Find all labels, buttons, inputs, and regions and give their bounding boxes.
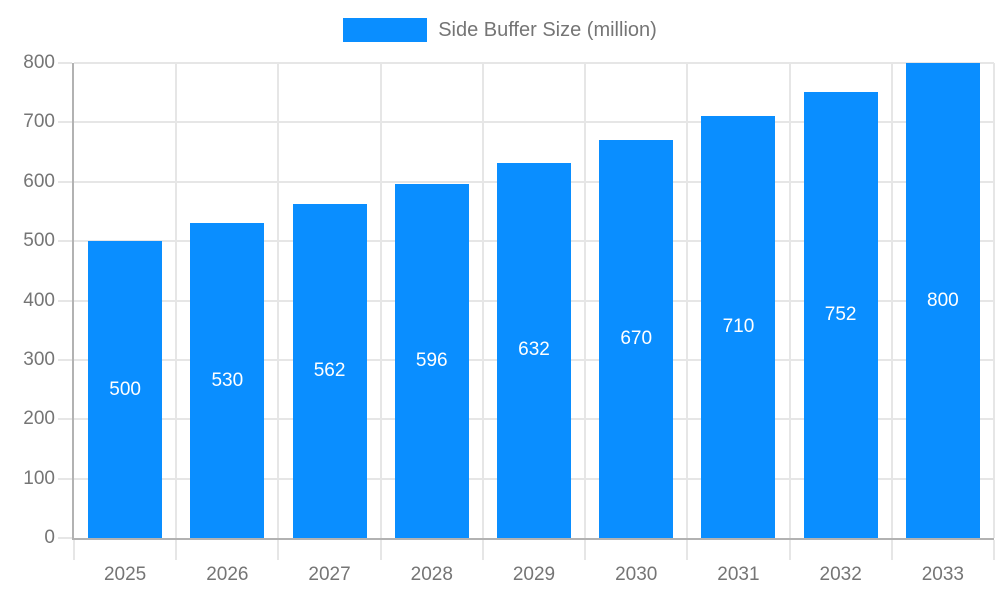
y-axis-label: 800 [23,52,55,73]
x-axis-label: 2031 [717,564,760,585]
gridline-vertical [277,63,280,538]
x-axis-tick [788,540,791,560]
legend-label: Side Buffer Size (million) [438,18,657,41]
y-axis-label: 700 [23,111,55,133]
bar-value-label: 530 [211,369,244,391]
gridline-vertical [993,63,995,538]
gridline-vertical [890,63,893,538]
gridline-vertical [584,63,587,538]
x-axis-tick [686,540,689,560]
y-axis-tick [58,240,72,243]
y-axis-tick [58,537,72,539]
bar-value-label: 800 [927,289,959,311]
legend[interactable]: Side Buffer Size (million) [0,18,1000,42]
x-axis-label: 2028 [410,564,453,585]
x-axis-tick [175,540,178,560]
y-axis-label: 300 [23,348,55,370]
x-axis-label: 2027 [308,564,351,585]
y-axis-label: 600 [23,170,55,192]
bar-2033[interactable]: 800 [905,63,980,538]
x-axis-tick [993,540,995,560]
gridline-vertical [379,63,382,538]
gridline-horizontal [74,121,994,124]
y-axis-label: 400 [23,289,55,311]
bar-value-label: 632 [518,339,550,361]
y-axis-label: 100 [23,467,55,489]
bar-value-label: 710 [722,316,755,338]
y-axis-label: 500 [23,230,55,252]
gridline-vertical [175,63,178,538]
x-axis-tick [379,540,382,560]
y-axis-tick [58,180,72,183]
bar-value-label: 596 [415,350,448,372]
bar-2031[interactable]: 710 [701,116,776,538]
y-axis-tick [58,418,72,421]
x-axis-label: 2026 [206,564,249,585]
bar-value-label: 752 [824,303,857,325]
x-axis-tick [481,540,484,560]
gridline-vertical [686,63,689,538]
x-axis-tick [890,540,893,560]
bar-2032[interactable]: 752 [803,91,878,538]
x-axis-line [72,538,994,540]
y-axis-label: 200 [23,408,55,430]
bar-2027[interactable]: 562 [292,204,367,538]
bar-2026[interactable]: 530 [190,223,265,538]
bar-value-label: 670 [620,328,653,350]
y-axis-line [72,63,74,540]
x-axis-tick [584,540,587,560]
bar-2028[interactable]: 596 [394,184,469,538]
bar-value-label: 500 [109,378,141,400]
x-axis-tick [277,540,280,560]
bar-2029[interactable]: 632 [497,162,571,538]
y-axis-tick [58,299,72,302]
x-axis-label: 2025 [103,564,147,585]
bar-2025[interactable]: 500 [88,241,163,538]
gridline-horizontal [74,62,994,64]
legend-swatch-icon [343,18,428,42]
x-axis-label: 2032 [819,564,862,585]
gridline-vertical [481,63,484,538]
x-axis-label: 2030 [615,564,658,585]
x-axis-label: 2033 [921,564,965,585]
y-axis-tick [58,121,72,124]
y-axis-label: 0 [44,527,55,548]
bar-2030[interactable]: 670 [599,140,674,538]
y-axis-tick [58,62,72,64]
gridline-vertical [788,63,791,538]
x-axis-tick [73,540,75,560]
x-axis-label: 2029 [512,564,556,585]
bar-value-label: 562 [313,360,346,382]
y-axis-tick [58,358,72,361]
y-axis-tick [58,477,72,480]
